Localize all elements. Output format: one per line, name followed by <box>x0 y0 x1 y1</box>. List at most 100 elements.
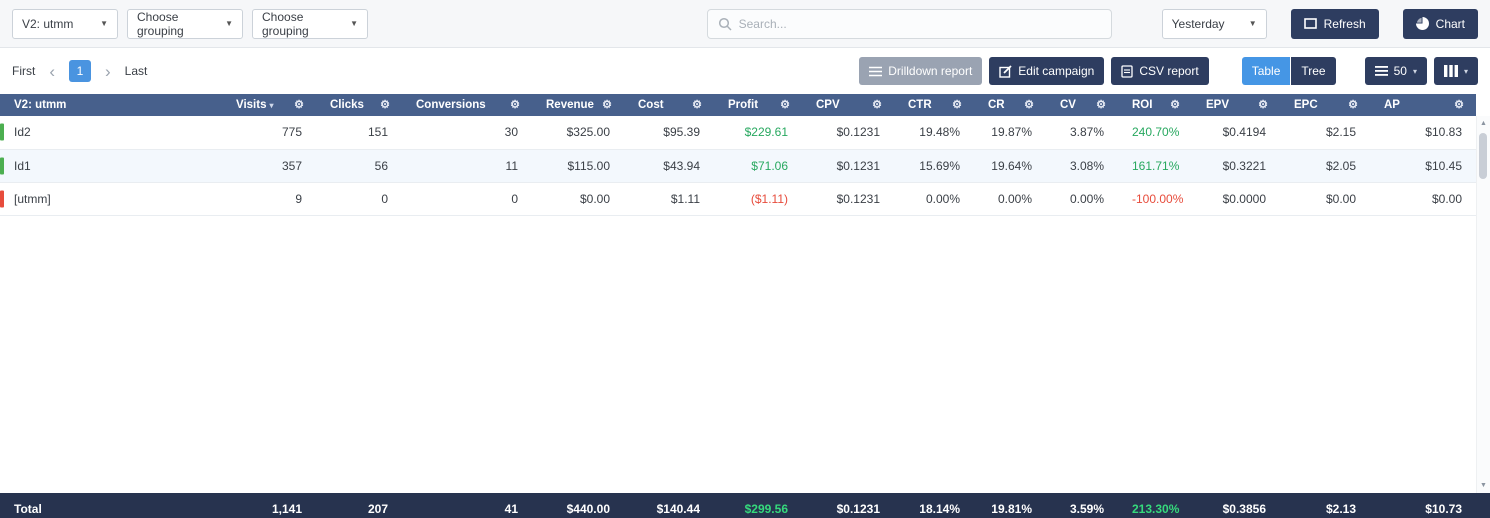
table-row[interactable]: Id2 775 151 30 $325.00 $95.39 $229.61 $0… <box>0 116 1476 149</box>
column-gear-icon[interactable]: ⚙ <box>294 98 304 111</box>
roi-cell: -100.00% <box>1132 191 1184 206</box>
column-gear-icon[interactable]: ⚙ <box>1454 98 1464 111</box>
col-header-revenue[interactable]: Revenue ⚙ <box>532 94 624 116</box>
column-gear-icon[interactable]: ⚙ <box>1348 98 1358 111</box>
list-icon <box>869 66 883 77</box>
status-indicator-green <box>0 123 4 141</box>
revenue-cell: $115.00 <box>567 158 611 173</box>
top-toolbar: V2: utmm ▼ Choose grouping ▼ Choose grou… <box>0 0 1490 48</box>
table-row[interactable]: [utmm] 9 0 0 $0.00 $1.11 ($1.11) $0.1231… <box>0 182 1476 215</box>
col-header-roi[interactable]: ROI ⚙ <box>1118 94 1192 116</box>
search-input[interactable] <box>738 16 1101 31</box>
col-header-name[interactable]: V2: utmm <box>0 94 222 116</box>
table-view-button[interactable]: Table <box>1241 57 1291 85</box>
col-header-epc[interactable]: EPC ⚙ <box>1280 94 1370 116</box>
pagination-page-1[interactable]: 1 <box>69 60 91 82</box>
column-gear-icon[interactable]: ⚙ <box>1024 98 1034 111</box>
campaign-select[interactable]: V2: utmm ▼ <box>12 8 118 39</box>
total-epc: $2.13 <box>1325 502 1356 517</box>
table-row[interactable]: Id1 357 56 11 $115.00 $43.94 $71.06 $0.1… <box>0 149 1476 182</box>
grouping-select-2[interactable]: Choose grouping ▼ <box>252 8 368 39</box>
caret-down-icon: ▾ <box>1412 66 1417 76</box>
column-gear-icon[interactable]: ⚙ <box>602 98 612 111</box>
roi-cell: 240.70% <box>1132 125 1180 140</box>
view-toggle: Table Tree <box>1241 57 1336 85</box>
csv-report-button[interactable]: CSV report <box>1111 57 1209 85</box>
grouping-select-2-value: Choose grouping <box>262 9 309 38</box>
ctr-cell: 15.69% <box>919 158 960 173</box>
refresh-button[interactable]: Refresh <box>1290 8 1379 39</box>
caret-down-icon: ▼ <box>225 19 233 28</box>
column-gear-icon[interactable]: ⚙ <box>1170 98 1180 111</box>
col-header-visits[interactable]: Visits ▾ ⚙ <box>222 94 316 116</box>
epv-cell: $0.4194 <box>1222 125 1266 140</box>
column-gear-icon[interactable]: ⚙ <box>952 98 962 111</box>
pagination-first[interactable]: First <box>12 64 36 78</box>
column-gear-icon[interactable]: ⚙ <box>692 98 702 111</box>
column-gear-icon[interactable]: ⚙ <box>780 98 790 111</box>
edit-campaign-button[interactable]: Edit campaign <box>989 57 1105 85</box>
tree-view-button[interactable]: Tree <box>1291 57 1336 85</box>
col-header-cv[interactable]: CV ⚙ <box>1046 94 1118 116</box>
epv-cell: $0.0000 <box>1222 191 1266 206</box>
epc-cell: $0.00 <box>1325 191 1356 206</box>
page-size-value: 50 <box>1393 64 1407 78</box>
epc-cell: $2.15 <box>1325 125 1356 140</box>
ap-cell: $10.83 <box>1425 125 1462 140</box>
chart-button[interactable]: Chart <box>1402 8 1478 39</box>
edit-campaign-label: Edit campaign <box>1018 64 1095 78</box>
sort-caret-icon: ▾ <box>269 101 274 110</box>
chevron-left-icon[interactable]: ‹ <box>49 61 55 81</box>
vertical-scrollbar[interactable]: ▲ ▼ <box>1476 116 1490 493</box>
cost-cell: $95.39 <box>663 125 700 140</box>
caret-down-icon: ▼ <box>350 19 358 28</box>
page-size-dropdown[interactable]: 50 ▾ <box>1364 57 1427 85</box>
total-profit: $299.56 <box>744 502 788 517</box>
epv-cell: $0.3221 <box>1222 158 1266 173</box>
columns-icon <box>1443 65 1458 77</box>
total-roi: 213.30% <box>1132 502 1180 517</box>
total-cr: 19.81% <box>991 502 1032 517</box>
grouping-select-1[interactable]: Choose grouping ▼ <box>127 8 243 39</box>
scrollbar-track[interactable] <box>1477 131 1490 478</box>
date-range-select[interactable]: Yesterday ▼ <box>1161 8 1267 39</box>
col-header-conversions[interactable]: Conversions ⚙ <box>402 94 532 116</box>
column-gear-icon[interactable]: ⚙ <box>1258 98 1268 111</box>
conversions-cell: 11 <box>505 158 518 173</box>
refresh-button-label: Refresh <box>1323 16 1366 31</box>
column-gear-icon[interactable]: ⚙ <box>1096 98 1106 111</box>
columns-dropdown[interactable]: ▾ <box>1433 57 1478 85</box>
drilldown-report-button[interactable]: Drilldown report <box>859 57 983 85</box>
clicks-cell: 151 <box>367 125 388 140</box>
caret-down-icon: ▼ <box>1248 19 1257 28</box>
scroll-up-icon[interactable]: ▲ <box>1480 120 1487 127</box>
column-gear-icon[interactable]: ⚙ <box>872 98 882 111</box>
col-header-profit[interactable]: Profit ⚙ <box>714 94 802 116</box>
search-box[interactable] <box>706 8 1112 39</box>
col-header-ap[interactable]: AP ⚙ <box>1370 94 1476 116</box>
profit-cell: $229.61 <box>744 125 788 140</box>
clicks-cell: 56 <box>374 158 388 173</box>
cost-cell: $1.11 <box>670 191 700 206</box>
col-header-clicks[interactable]: Clicks ⚙ <box>316 94 402 116</box>
col-header-cpv[interactable]: CPV ⚙ <box>802 94 894 116</box>
col-header-ctr[interactable]: CTR ⚙ <box>894 94 974 116</box>
scroll-down-icon[interactable]: ▼ <box>1480 482 1487 489</box>
total-epv: $0.3856 <box>1222 502 1266 517</box>
ap-cell: $0.00 <box>1431 191 1462 206</box>
ap-cell: $10.45 <box>1425 158 1462 173</box>
col-header-cr[interactable]: CR ⚙ <box>974 94 1046 116</box>
pagination-last[interactable]: Last <box>124 64 148 78</box>
campaign-select-value: V2: utmm <box>22 16 74 31</box>
column-gear-icon[interactable]: ⚙ <box>380 98 390 111</box>
column-gear-icon[interactable]: ⚙ <box>510 98 520 111</box>
ctr-cell: 19.48% <box>919 125 960 140</box>
col-header-cost[interactable]: Cost ⚙ <box>624 94 714 116</box>
status-indicator-red <box>0 190 4 207</box>
caret-down-icon: ▾ <box>1463 66 1468 76</box>
caret-down-icon: ▼ <box>100 19 108 28</box>
scrollbar-thumb[interactable] <box>1479 133 1487 179</box>
chevron-right-icon[interactable]: › <box>105 61 111 81</box>
col-header-epv[interactable]: EPV ⚙ <box>1192 94 1280 116</box>
roi-cell: 161.71% <box>1132 158 1180 173</box>
